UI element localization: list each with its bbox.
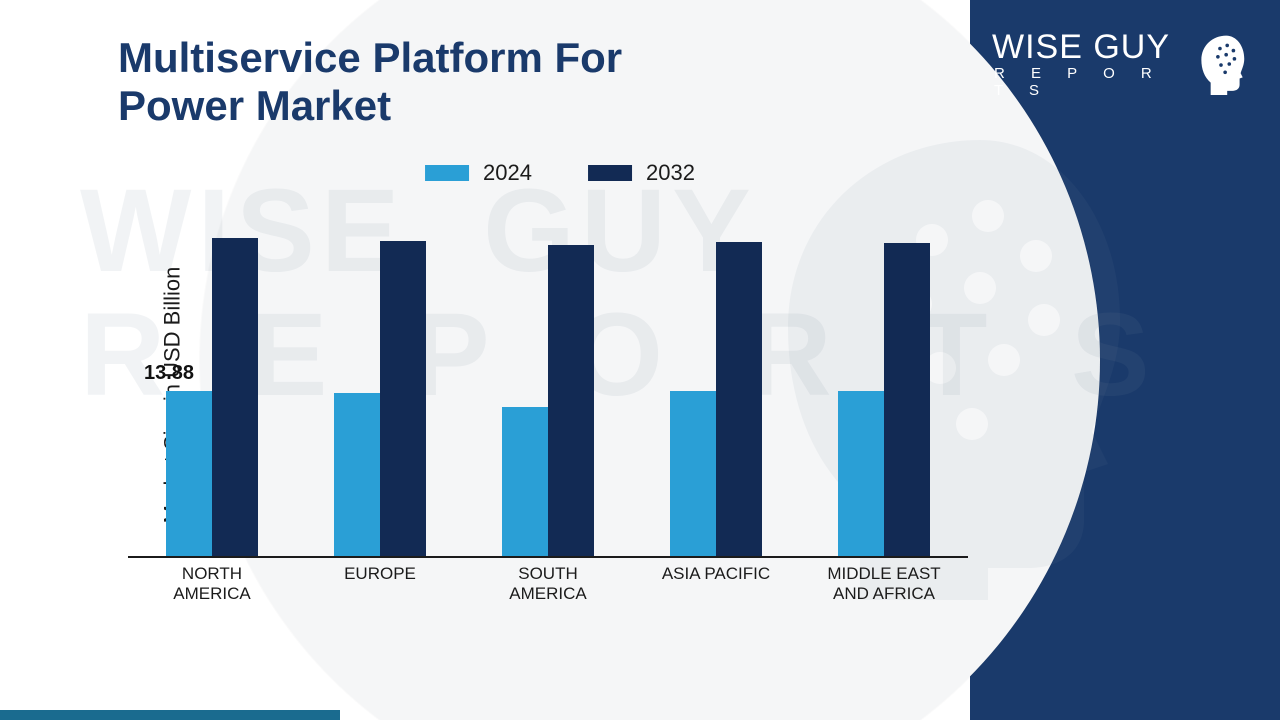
x-axis-labels: NORTH AMERICA EUROPE SOUTH AMERICA ASIA PAC… bbox=[128, 558, 968, 636]
legend-swatch-2032 bbox=[588, 165, 632, 181]
bar-2032 bbox=[380, 241, 426, 558]
bar-2024 bbox=[502, 407, 548, 558]
x-axis-label: ASIA PACIFIC bbox=[651, 558, 781, 636]
brand-logo: WISE GUY R E P O R T S bbox=[992, 28, 1252, 99]
bar-2032 bbox=[884, 243, 930, 558]
bar-2032 bbox=[548, 245, 594, 558]
bar-groups: 13.88 bbox=[128, 196, 968, 558]
x-axis-label: NORTH AMERICA bbox=[147, 558, 277, 636]
bar-2032 bbox=[212, 238, 258, 558]
canvas: WISE GUY R E P O R T S WISE GUY R E P O … bbox=[0, 0, 1280, 720]
logo-main-text: WISE GUY bbox=[992, 28, 1180, 67]
bar-2032 bbox=[716, 242, 762, 558]
x-axis-label: MIDDLE EAST AND AFRICA bbox=[819, 558, 949, 636]
legend-item-2032: 2032 bbox=[588, 160, 695, 186]
bar-group bbox=[502, 196, 594, 558]
bar-2024 bbox=[838, 391, 884, 558]
legend-label-2032: 2032 bbox=[646, 160, 695, 186]
x-axis-label: SOUTH AMERICA bbox=[483, 558, 613, 636]
bar-2024 bbox=[670, 391, 716, 558]
chart-area: 2024 2032 Market Size in USD Billion 13.… bbox=[98, 160, 968, 630]
x-axis-label: EUROPE bbox=[315, 558, 445, 636]
logo-head-icon bbox=[1190, 33, 1252, 95]
accent-bar bbox=[0, 710, 340, 720]
bar-2024 bbox=[334, 393, 380, 558]
bar-group bbox=[670, 196, 762, 558]
logo-sub-text: R E P O R T S bbox=[994, 65, 1180, 99]
bar-2024 bbox=[166, 391, 212, 558]
chart-title: Multiservice Platform For Power Market bbox=[118, 34, 758, 131]
bar-group: 13.88 bbox=[166, 196, 258, 558]
bar-group bbox=[334, 196, 426, 558]
bar-value-label: 13.88 bbox=[144, 362, 194, 385]
legend-label-2024: 2024 bbox=[483, 160, 532, 186]
legend-item-2024: 2024 bbox=[425, 160, 532, 186]
bar-group bbox=[838, 196, 930, 558]
legend-swatch-2024 bbox=[425, 165, 469, 181]
legend: 2024 2032 bbox=[425, 160, 695, 186]
plot-region: 13.88 bbox=[128, 196, 968, 558]
